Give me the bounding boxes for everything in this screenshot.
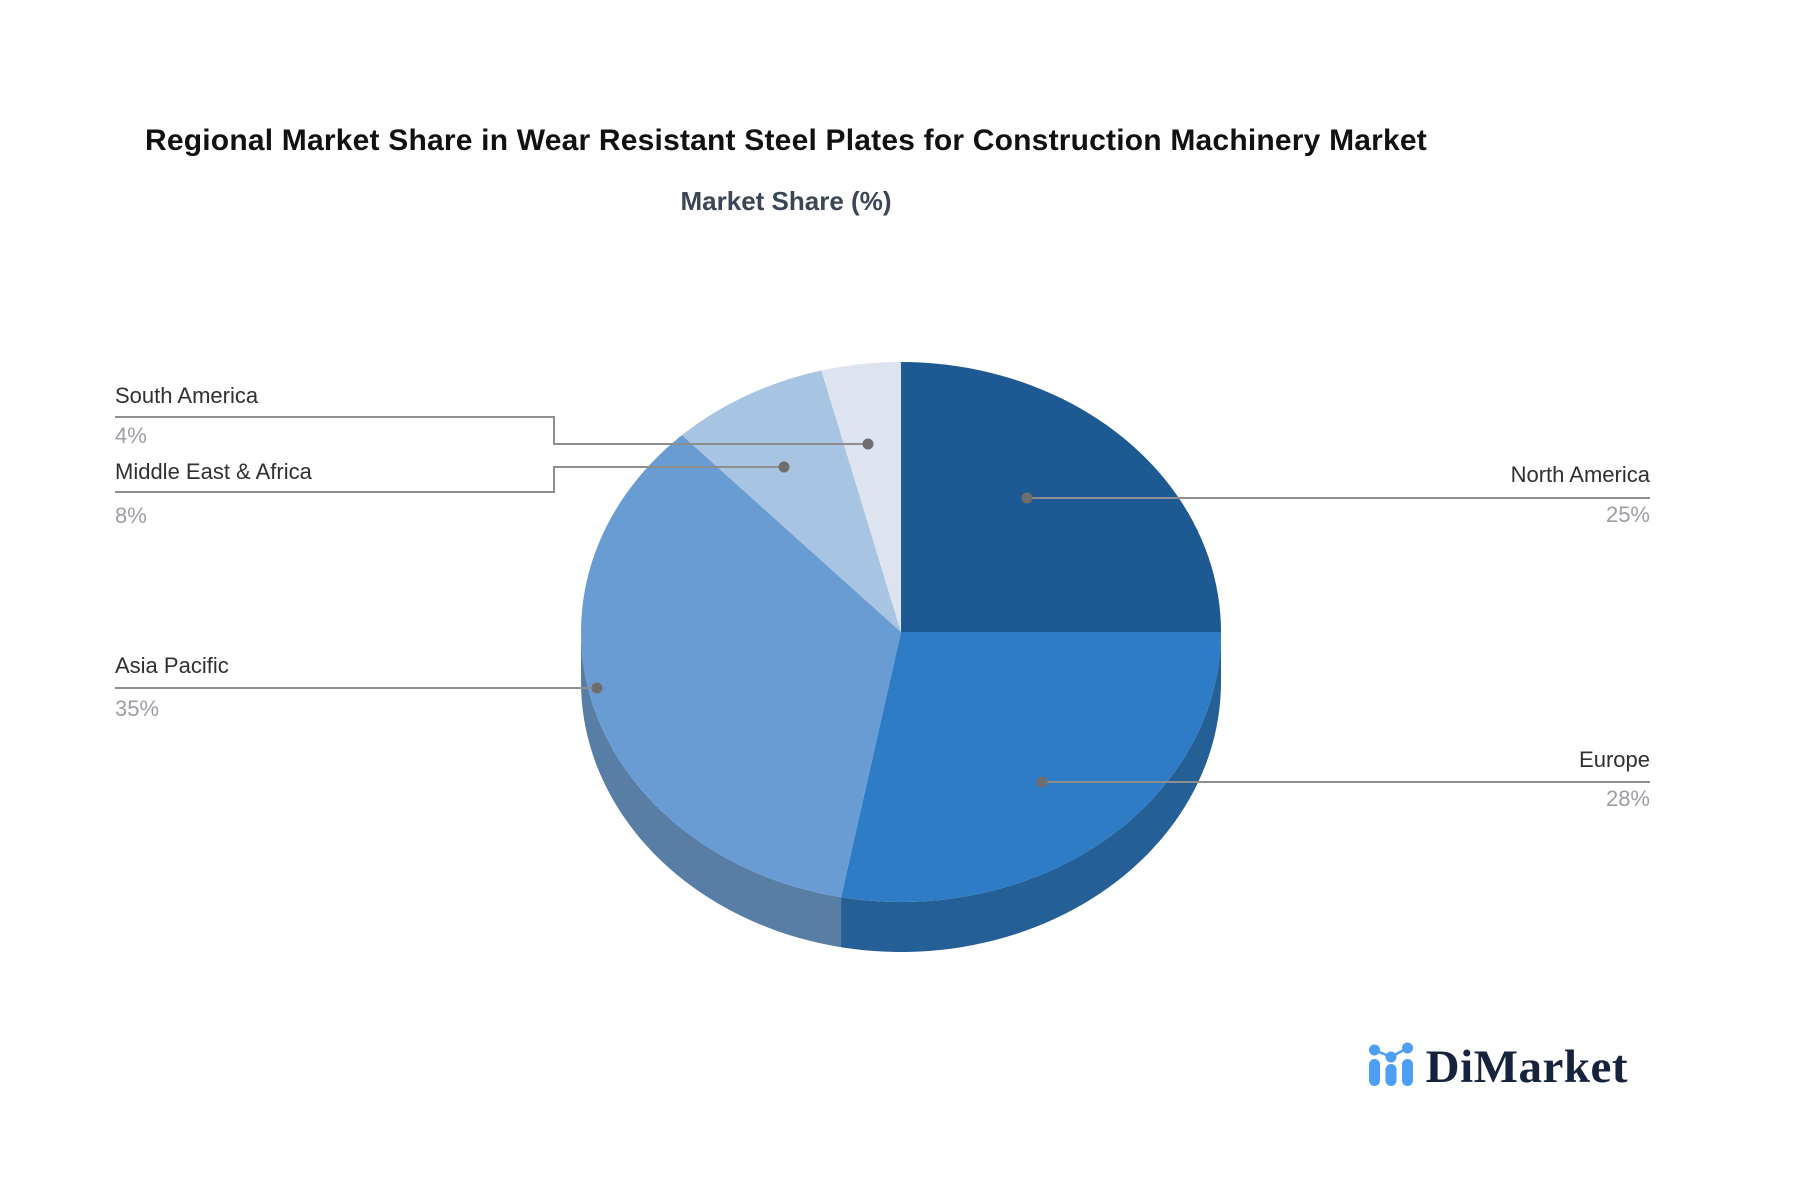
pie-slice-asia-pacific[interactable] xyxy=(581,435,901,898)
pie-value-europe: 28% xyxy=(1605,786,1650,811)
pie-value-south-america: 4% xyxy=(115,423,147,448)
leader-dot-middle-east-and-africa xyxy=(778,461,790,473)
pie-value-asia-pacific: 35% xyxy=(115,696,160,721)
pie-label-middle-east-and-africa: Middle East & Africa xyxy=(115,459,312,484)
chart-subtitle: Market Share (%) xyxy=(680,186,892,216)
pie-slice-europe[interactable] xyxy=(841,632,1221,902)
chart-title: Regional Market Share in Wear Resistant … xyxy=(144,124,1427,157)
pie-slice-south-america[interactable] xyxy=(821,362,901,632)
leader-dot-asia-pacific xyxy=(591,682,603,694)
pie-rim-asia-pacific xyxy=(581,632,842,948)
leader-line-south-america xyxy=(115,416,863,445)
pie-value-north-america: 25% xyxy=(1605,502,1650,527)
pie-value-middle-east-and-africa: 8% xyxy=(115,503,147,528)
pie-label-europe: Europe xyxy=(1579,747,1650,772)
bar-chart-logo-icon xyxy=(1368,1042,1413,1086)
dimarket-logo: DiMarket xyxy=(1366,1040,1628,1092)
pie-rim-europe xyxy=(841,632,1221,952)
leader-line-middle-east-and-africa xyxy=(115,466,779,493)
leader-dot-south-america xyxy=(862,438,874,450)
leader-dot-north-america xyxy=(1021,492,1033,504)
pie-label-asia-pacific: Asia Pacific xyxy=(115,653,229,678)
pie-label-south-america: South America xyxy=(115,383,259,408)
pie-slice-middle-east-and-africa[interactable] xyxy=(681,370,901,632)
dimarket-logo-text: DiMarket xyxy=(1425,1041,1628,1093)
leader-dot-europe xyxy=(1036,776,1048,788)
pie-label-north-america: North America xyxy=(1510,462,1650,487)
